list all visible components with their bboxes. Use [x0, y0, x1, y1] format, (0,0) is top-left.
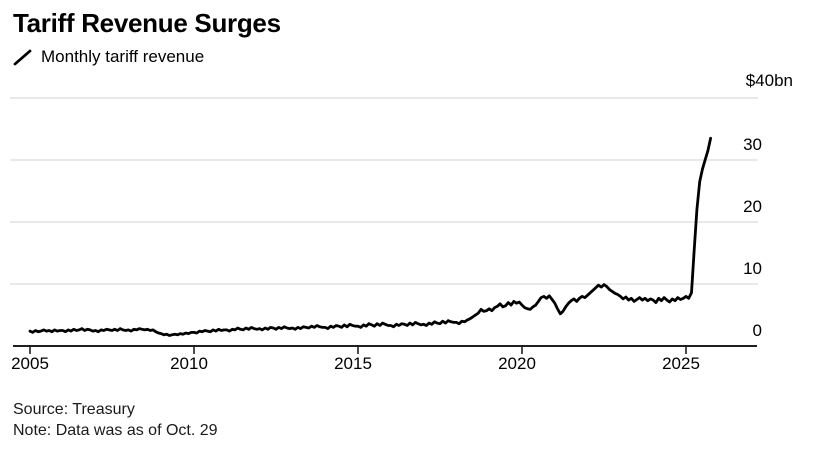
chart-footer: Source: Treasury Note: Data was as of Oc…	[13, 399, 218, 441]
y-tick-label-0: 0	[752, 321, 762, 340]
y-tick-label-20: 20	[743, 197, 762, 216]
x-tick-label-2010: 2010	[170, 354, 208, 373]
x-tick-label-2005: 2005	[11, 354, 49, 373]
note-text: Note: Data was as of Oct. 29	[13, 422, 218, 439]
x-tick-label-2015: 2015	[334, 354, 372, 373]
line-series-marker-icon	[13, 49, 32, 65]
y-tick-label-30: 30	[743, 135, 762, 154]
x-tick-label-2020: 2020	[498, 354, 536, 373]
legend: Monthly tariff revenue	[13, 47, 204, 67]
y-tick-label-10: 10	[743, 259, 762, 278]
y-axis-top-label: $40bn	[745, 71, 793, 90]
x-tick-label-2025: 2025	[662, 354, 700, 373]
chart-title: Tariff Revenue Surges	[13, 8, 281, 38]
revenue-line-series	[28, 136, 712, 337]
source-text: Source: Treasury	[13, 401, 135, 418]
legend-label: Monthly tariff revenue	[41, 47, 205, 66]
